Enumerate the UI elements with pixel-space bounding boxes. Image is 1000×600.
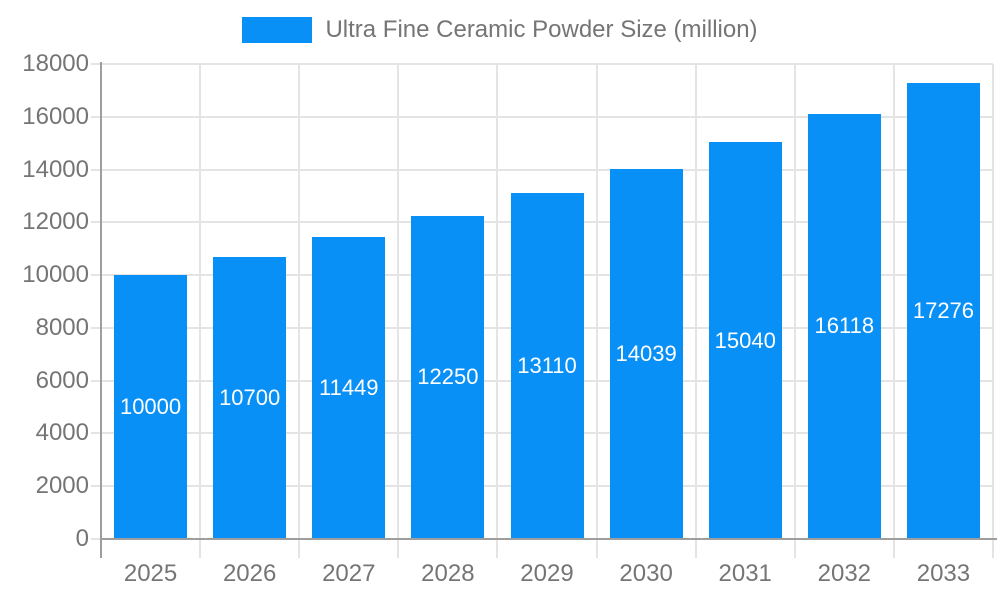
v-gridline — [793, 64, 796, 539]
v-gridline — [992, 64, 994, 539]
x-axis-label: 2025 — [123, 560, 178, 587]
y-axis-label: 8000 — [35, 313, 89, 341]
bar-2032[interactable] — [807, 113, 881, 539]
v-gridline — [892, 64, 895, 539]
bar-value-label: 10000 — [119, 394, 182, 420]
h-gridline — [101, 115, 993, 118]
h-gridline — [101, 168, 993, 171]
y-axis-label: 16000 — [22, 102, 89, 130]
v-gridline — [694, 64, 697, 539]
y-tick-mark — [91, 274, 101, 277]
y-tick-mark — [91, 115, 101, 118]
x-axis-label: 2026 — [222, 560, 277, 587]
y-tick-mark — [91, 379, 101, 382]
y-tick-mark — [91, 326, 101, 329]
bar-value-label: 15040 — [714, 327, 776, 353]
x-tick-mark — [992, 540, 994, 558]
x-axis-line — [101, 538, 997, 540]
x-axis-label: 2028 — [421, 560, 475, 587]
x-tick-mark — [199, 540, 202, 558]
y-tick-mark — [91, 538, 101, 540]
legend[interactable]: Ultra Fine Ceramic Powder Size (million) — [0, 13, 1000, 47]
y-tick-mark — [91, 168, 101, 171]
bar-value-label: 17276 — [912, 298, 975, 324]
bar-2028[interactable] — [411, 215, 485, 539]
bar-2033[interactable] — [906, 83, 980, 539]
legend-label: Ultra Fine Ceramic Powder Size (million) — [325, 16, 758, 43]
bar-2029[interactable] — [510, 193, 584, 539]
y-axis-label: 4000 — [35, 419, 89, 447]
x-axis-label: 2031 — [718, 560, 772, 587]
y-axis-label: 10000 — [22, 261, 89, 289]
bar-value-label: 12250 — [417, 364, 479, 390]
v-gridline — [298, 64, 301, 539]
y-axis-label: 2000 — [35, 472, 89, 500]
h-gridline — [101, 63, 993, 65]
y-tick-mark — [91, 221, 101, 224]
x-axis-label: 2029 — [520, 560, 574, 587]
bar-value-label: 14039 — [615, 340, 677, 366]
x-axis-label: 2027 — [322, 560, 376, 587]
v-gridline — [595, 64, 598, 539]
x-tick-mark — [694, 540, 697, 558]
y-axis-label: 18000 — [22, 50, 89, 77]
bar-value-label: 10700 — [219, 384, 281, 410]
bar-value-label: 16118 — [814, 313, 875, 339]
y-axis-line — [100, 62, 102, 558]
y-axis-label: 12000 — [22, 208, 89, 236]
x-tick-mark — [892, 540, 895, 558]
y-axis-label: 14000 — [22, 155, 89, 183]
y-tick-mark — [91, 432, 101, 435]
bar-2031[interactable] — [708, 142, 782, 539]
bar-value-label: 11449 — [318, 374, 379, 400]
x-axis-label: 2033 — [916, 560, 971, 587]
x-tick-mark — [793, 540, 796, 558]
x-axis-label: 2030 — [619, 560, 673, 587]
x-tick-mark — [298, 540, 301, 558]
x-tick-mark — [595, 540, 598, 558]
x-axis-label: 2032 — [817, 560, 872, 587]
bar-2030[interactable] — [609, 168, 683, 539]
x-tick-mark — [496, 540, 499, 558]
y-axis-label: 0 — [75, 525, 89, 552]
bar-2026[interactable] — [213, 256, 287, 539]
x-tick-mark — [397, 540, 400, 558]
bar-2025[interactable] — [114, 275, 188, 539]
y-tick-mark — [91, 485, 101, 488]
y-axis-label: 6000 — [35, 366, 89, 394]
v-gridline — [496, 64, 499, 539]
v-gridline — [199, 64, 202, 539]
bar-value-label: 13110 — [517, 353, 577, 379]
legend-swatch — [242, 17, 313, 43]
bar-2027[interactable] — [312, 236, 386, 539]
v-gridline — [397, 64, 400, 539]
y-tick-mark — [91, 63, 101, 65]
